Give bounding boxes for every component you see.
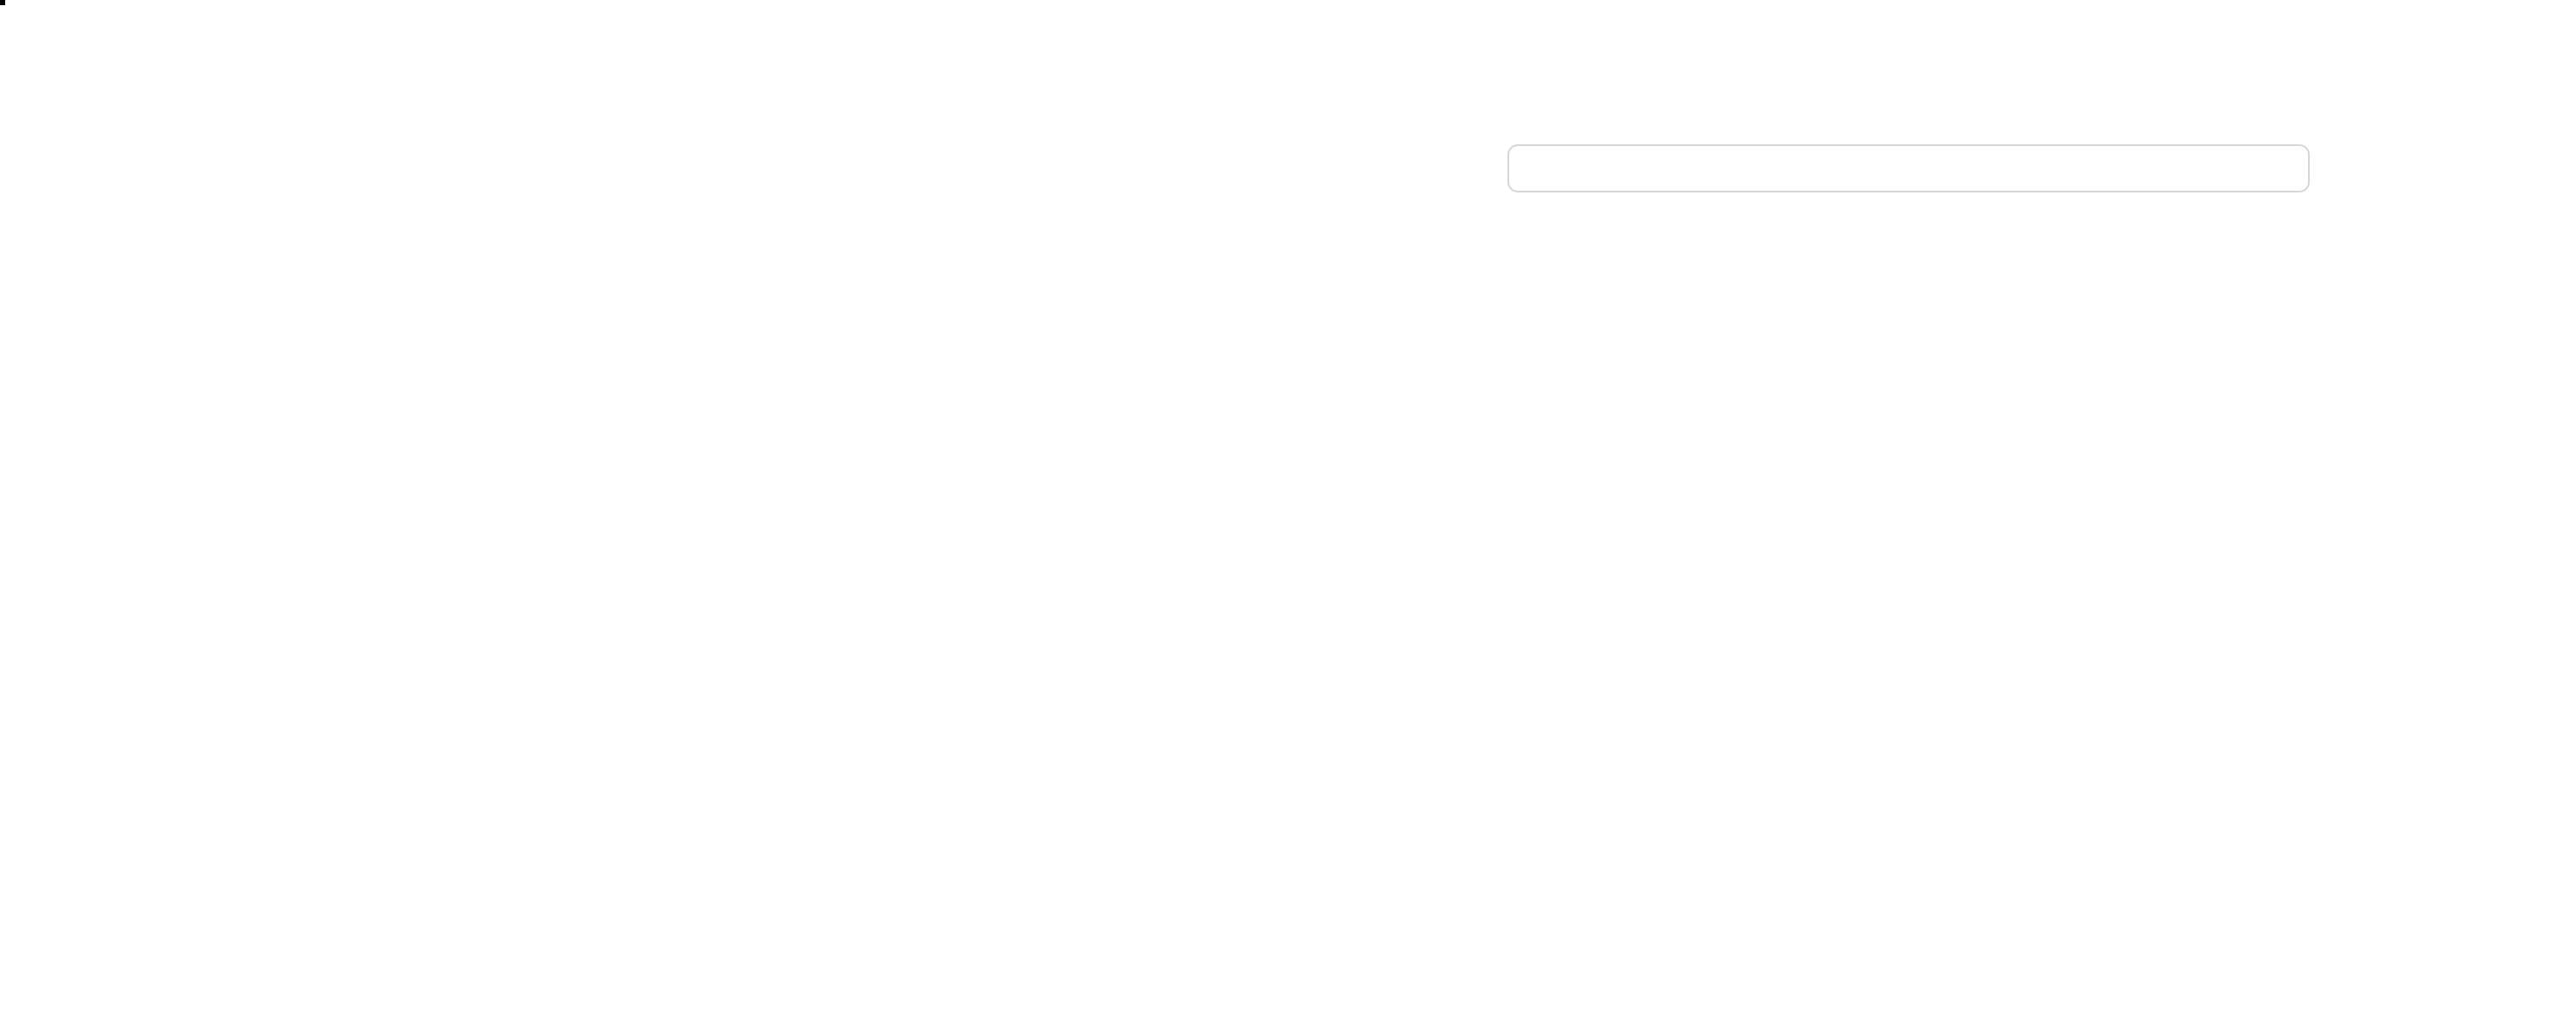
martingale-plot-frame bbox=[0, 0, 5, 5]
legend bbox=[1507, 144, 2310, 192]
epsilon-plot-frame bbox=[0, 0, 5, 5]
